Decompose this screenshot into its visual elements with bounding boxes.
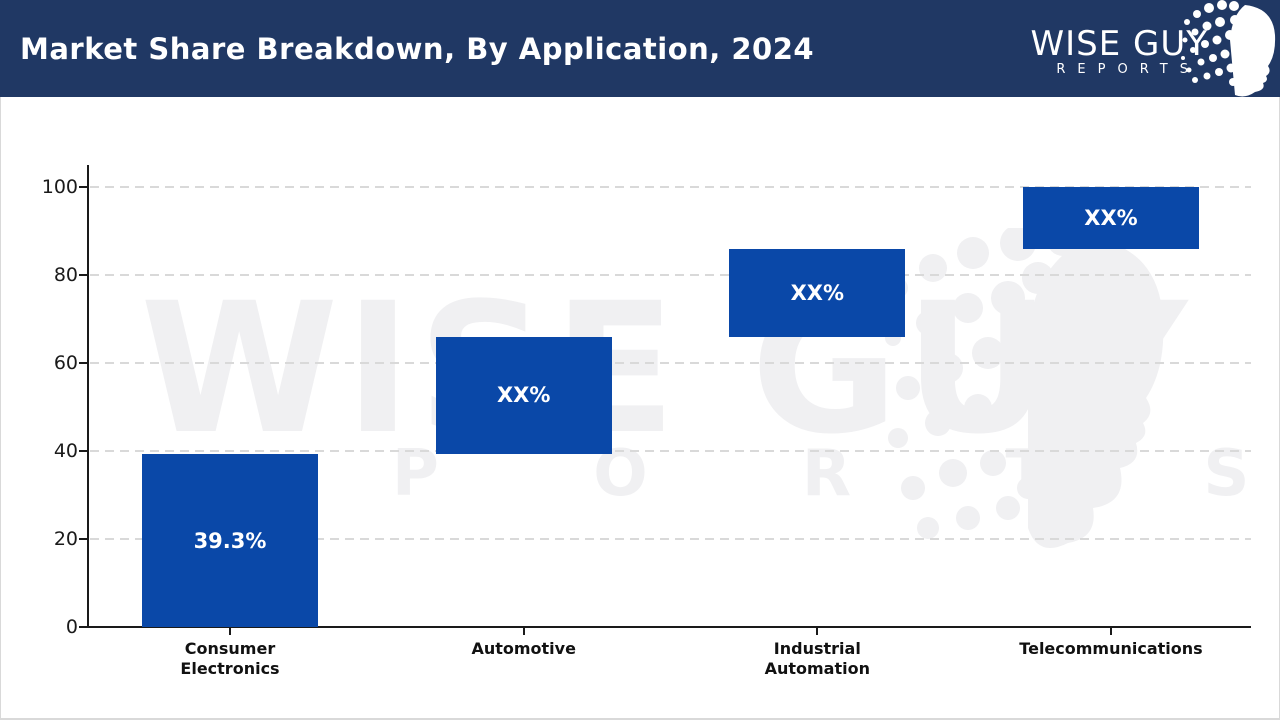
bar-value-label: 39.3% bbox=[193, 528, 267, 553]
header-bar: Market Share Breakdown, By Application, … bbox=[0, 0, 1280, 97]
x-tick-mark-0 bbox=[229, 628, 231, 635]
y-tick-label-100: 100 bbox=[41, 176, 78, 198]
x-tick-mark-3 bbox=[1110, 628, 1112, 635]
watermark-head-dots-icon bbox=[885, 228, 1164, 548]
x-tick-mark-1 bbox=[522, 628, 525, 635]
y-tick-label-0: 0 bbox=[65, 616, 78, 638]
gridline-80 bbox=[90, 274, 1251, 276]
bar-value-label: XX% bbox=[790, 280, 845, 305]
x-axis-label-3: Telecommunications bbox=[1019, 639, 1203, 658]
bar-value-label: XX% bbox=[496, 383, 551, 408]
y-tick-mark-20 bbox=[79, 538, 88, 540]
gridline-60 bbox=[90, 362, 1251, 364]
y-tick-mark-100 bbox=[79, 186, 88, 188]
y-tick-mark-40 bbox=[79, 450, 88, 452]
brand-logo-wiseguy-label: WISE GUY bbox=[1030, 24, 1208, 64]
y-tick-label-60: 60 bbox=[53, 352, 78, 374]
y-tick-label-20: 20 bbox=[53, 528, 78, 550]
brand-logo: WISE GUY REPORTS bbox=[1030, 0, 1280, 97]
x-axis-line bbox=[87, 626, 1251, 628]
x-axis-label-2: Industrial Automation bbox=[764, 639, 870, 678]
bar-automotive: XX% bbox=[435, 336, 612, 455]
gridline-20 bbox=[90, 538, 1251, 540]
brand-head-dots-icon bbox=[1181, 0, 1276, 97]
y-tick-label-40: 40 bbox=[53, 440, 78, 462]
gridline-40 bbox=[90, 450, 1251, 452]
bottom-border-line bbox=[0, 718, 1280, 720]
x-axis-label-1: Automotive bbox=[471, 639, 576, 658]
y-tick-mark-60 bbox=[79, 362, 88, 364]
x-tick-mark-2 bbox=[816, 628, 819, 635]
bar-telecommunications: XX% bbox=[1023, 187, 1199, 249]
gridline-100 bbox=[90, 186, 1251, 188]
page-title: Market Share Breakdown, By Application, … bbox=[20, 32, 815, 66]
bar-industrial-automation: XX% bbox=[729, 248, 906, 337]
x-axis-label-0: Consumer Electronics bbox=[180, 639, 280, 678]
bar-consumer-electronics: 39.3% bbox=[142, 454, 318, 627]
y-axis-line bbox=[87, 165, 89, 628]
bar-value-label: XX% bbox=[1084, 205, 1138, 230]
y-tick-label-80: 80 bbox=[53, 264, 78, 286]
y-tick-mark-0 bbox=[79, 626, 88, 628]
y-tick-mark-80 bbox=[79, 274, 88, 276]
brand-logo-reports-label: REPORTS bbox=[1056, 62, 1200, 77]
